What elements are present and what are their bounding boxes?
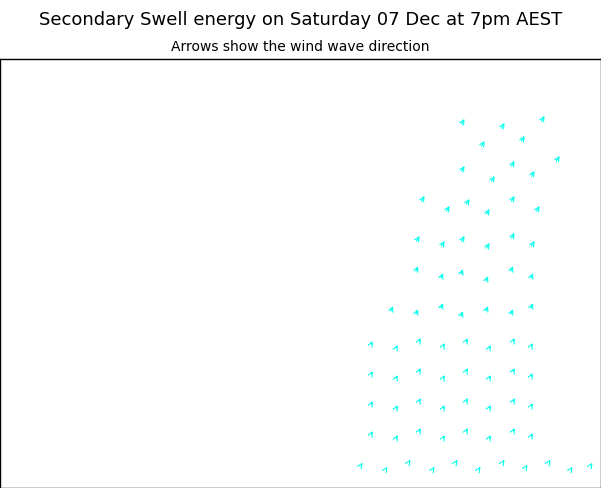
- Text: Arrows show the wind wave direction: Arrows show the wind wave direction: [171, 40, 430, 54]
- Text: Secondary Swell energy on Saturday 07 Dec at 7pm AEST: Secondary Swell energy on Saturday 07 De…: [39, 12, 562, 29]
